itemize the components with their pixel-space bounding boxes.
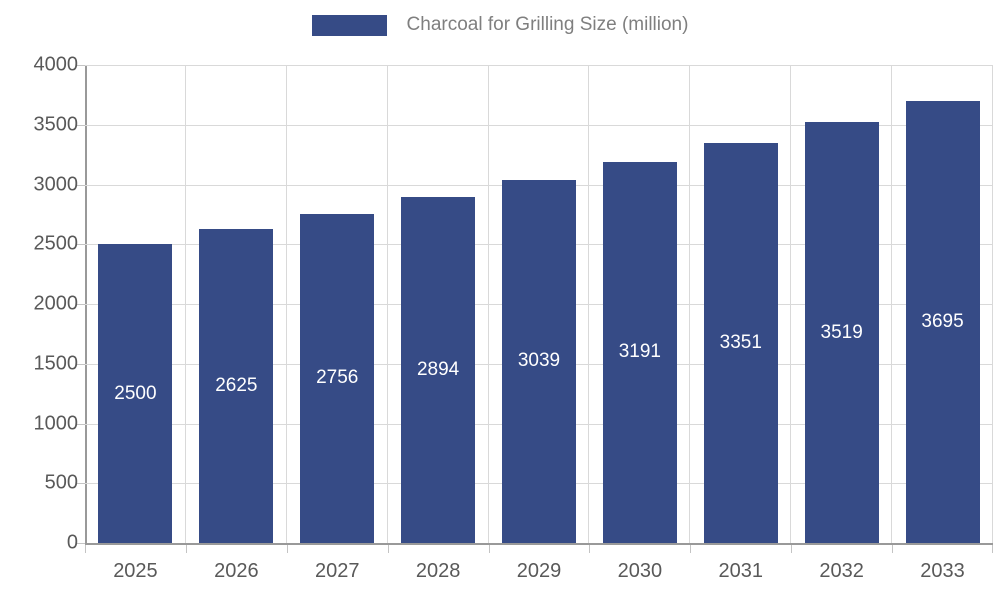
x-tick-mark [488, 545, 490, 553]
bar [804, 122, 879, 543]
bar-value-label: 2625 [215, 375, 258, 397]
x-tick-mark [286, 545, 288, 553]
y-tick-label: 3000 [33, 173, 79, 195]
x-tick-label: 2031 [718, 560, 764, 582]
x-tick-mark [387, 545, 389, 553]
y-tick-label: 2500 [33, 232, 79, 255]
x-tick-mark [892, 545, 894, 553]
y-tick-mark [77, 184, 85, 186]
y-tick-mark [77, 363, 85, 365]
y-tick-mark [77, 304, 85, 305]
x-gridline [992, 65, 993, 543]
x-gridline [386, 65, 388, 543]
y-tick-mark [77, 65, 85, 66]
y-tick-label: 1500 [33, 352, 79, 375]
x-gridline [487, 65, 489, 543]
legend[interactable]: Charcoal for Grilling Size (million) [0, 14, 1000, 36]
bar-value-label: 3039 [517, 350, 561, 372]
x-gridline [689, 65, 691, 543]
bar [300, 213, 375, 543]
x-tick-mark [992, 545, 993, 553]
y-tick-mark [77, 483, 85, 485]
x-gridline [790, 65, 792, 543]
x-tick-mark [85, 545, 86, 553]
x-gridline [588, 65, 590, 543]
y-tick-label: 500 [44, 471, 78, 494]
x-tick-mark [690, 545, 692, 553]
x-tick-label: 2025 [113, 560, 158, 582]
y-tick-label: 3500 [33, 113, 79, 136]
bar-value-label: 3191 [618, 341, 662, 363]
bar [502, 179, 576, 543]
y-tick-mark [77, 543, 85, 544]
legend-label: Charcoal for Grilling Size (million) [406, 14, 689, 35]
y-tick-mark [77, 244, 85, 246]
y-gridline [85, 65, 993, 66]
y-gridline [85, 124, 993, 126]
bar-value-label: 2894 [416, 359, 460, 381]
x-tick-label: 2028 [415, 560, 461, 582]
y-tick-label: 4000 [33, 53, 79, 76]
x-axis-line [85, 543, 993, 545]
bar [905, 101, 980, 543]
bar-value-label: 3695 [921, 311, 964, 333]
x-tick-mark [791, 545, 793, 553]
x-gridline [184, 65, 186, 543]
bar-value-label: 3351 [719, 331, 762, 353]
x-tick-label: 2029 [516, 560, 562, 582]
x-gridline [891, 65, 893, 543]
x-tick-mark [589, 545, 591, 553]
y-tick-label: 2000 [33, 292, 79, 315]
x-tick-label: 2033 [920, 560, 965, 582]
legend-swatch [311, 14, 387, 36]
bar-value-label: 3519 [820, 321, 863, 343]
bar [98, 244, 173, 543]
bar-value-label: 2756 [316, 367, 359, 389]
x-tick-label: 2032 [819, 560, 864, 582]
x-tick-label: 2026 [214, 560, 259, 582]
x-tick-label: 2030 [617, 560, 663, 582]
y-tick-label: 0 [66, 531, 78, 554]
bar-value-label: 2500 [114, 382, 157, 404]
x-tick-label: 2027 [314, 560, 360, 582]
y-tick-mark [77, 124, 85, 126]
x-gridline [285, 65, 287, 543]
y-tick-mark [77, 423, 85, 425]
x-tick-mark [185, 545, 187, 553]
bar [703, 142, 778, 543]
bar [199, 229, 274, 543]
y-tick-label: 1000 [33, 412, 79, 434]
plot-area: 2500 2625 2756 2894 3039 3191 3351 3519 3695 [85, 65, 993, 543]
bar [602, 161, 677, 543]
bar [401, 197, 476, 543]
